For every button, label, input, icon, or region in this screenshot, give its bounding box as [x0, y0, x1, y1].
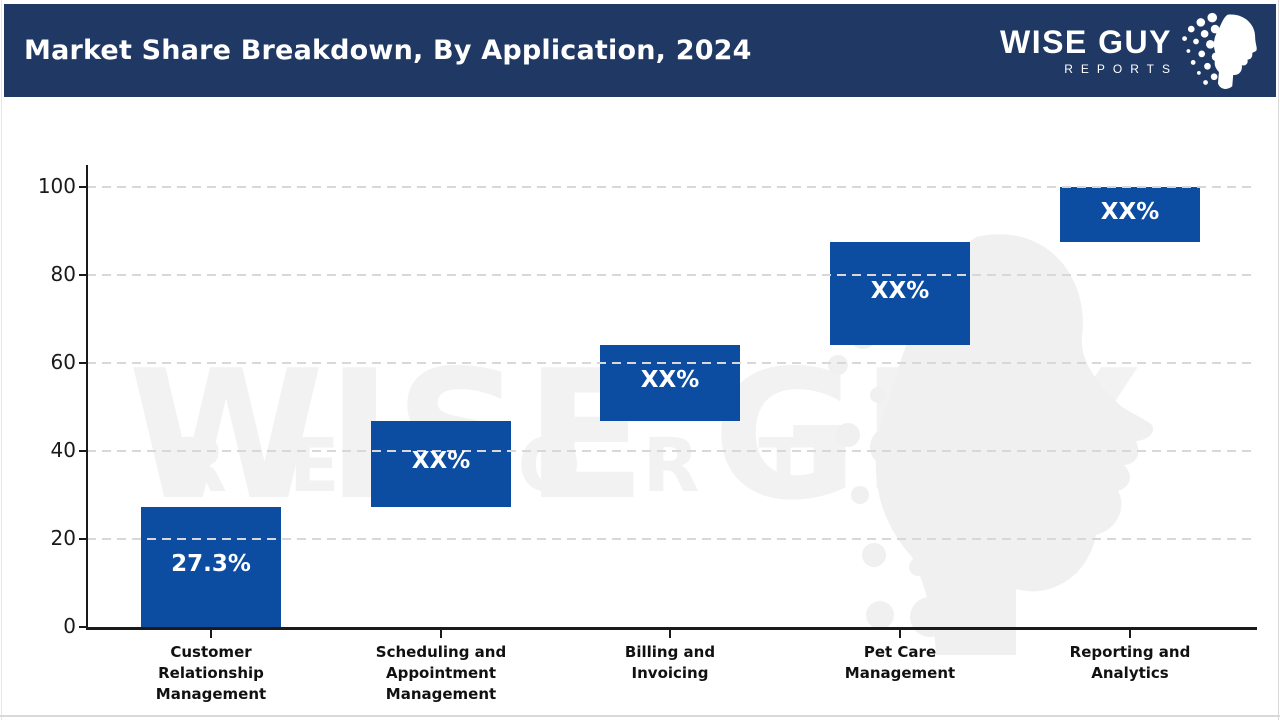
x-category-label: Customer Relationship Management — [155, 643, 267, 703]
logo-wordmark: WISE GUY REPORTS — [1000, 26, 1172, 76]
y-axis-tick — [79, 450, 86, 452]
x-axis-tick — [669, 630, 671, 638]
bar-value-label: XX% — [640, 367, 700, 394]
logo-wordmark-main: WISE GUY — [999, 23, 1172, 60]
x-axis-tick — [210, 630, 212, 638]
y-axis-tick — [79, 626, 86, 628]
bar-value-label: 27.3% — [171, 550, 251, 577]
bar-value-label: XX% — [1100, 198, 1160, 225]
y-axis-tick — [79, 362, 86, 364]
x-axis-tick — [899, 630, 901, 638]
canvas-border-right — [1278, 0, 1279, 720]
y-axis-tick-label: 40 — [50, 438, 76, 462]
y-axis-tick — [79, 538, 86, 540]
y-axis-tick-label: 20 — [50, 526, 76, 550]
y-axis-tick-label: 60 — [50, 350, 76, 374]
x-category-label: Reporting and Analytics — [1069, 643, 1191, 682]
bar-value-label: XX% — [870, 277, 930, 304]
x-category-label: Scheduling and Appointment Management — [375, 643, 507, 703]
waterfall-bar — [600, 345, 740, 422]
y-axis-line — [86, 165, 88, 630]
canvas-border-bottom — [0, 715, 1280, 717]
y-axis-tick-label: 0 — [63, 614, 76, 638]
page-title: Market Share Breakdown, By Application, … — [24, 35, 752, 66]
x-axis-line — [86, 627, 1257, 630]
x-axis-tick — [1129, 630, 1131, 638]
y-axis-tick-label: 100 — [37, 174, 76, 198]
waterfall-bar — [371, 421, 511, 507]
bar-value-label: XX% — [411, 447, 471, 474]
gridline — [87, 186, 1257, 188]
y-axis-tick-label: 80 — [50, 262, 76, 286]
header: Market Share Breakdown, By Application, … — [4, 4, 1276, 97]
y-axis-tick — [79, 274, 86, 276]
logo-head-icon — [1182, 12, 1257, 89]
waterfall-bar — [1060, 187, 1200, 242]
watermark-subtext: REPORTS — [170, 423, 987, 509]
x-category-label: Pet Care Management — [844, 643, 956, 682]
canvas-border-left — [1, 0, 2, 720]
gridline — [87, 274, 1257, 276]
gridline — [87, 362, 1257, 364]
y-axis-tick — [79, 186, 86, 188]
x-axis-tick — [440, 630, 442, 638]
gridline — [87, 538, 1257, 540]
wise-guy-logo: WISE GUY REPORTS — [1000, 10, 1260, 92]
logo-wordmark-sub: REPORTS — [1064, 61, 1178, 76]
x-category-label: Billing and Invoicing — [624, 643, 716, 682]
gridline — [87, 450, 1257, 452]
waterfall-bar — [141, 506, 281, 627]
chart-area: WISE GUY REPORTS 0 20 40 60 80 100 27.3% XX% — [0, 97, 1280, 720]
